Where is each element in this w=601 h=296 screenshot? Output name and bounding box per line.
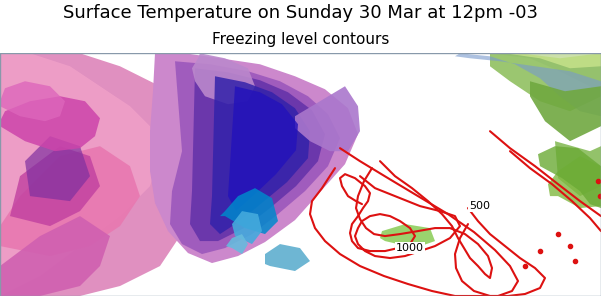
Text: Surface Temperature on Sunday 30 Mar at 12pm -03: Surface Temperature on Sunday 30 Mar at … (63, 4, 538, 22)
Polygon shape (548, 156, 601, 208)
Polygon shape (555, 141, 601, 196)
Polygon shape (0, 146, 140, 256)
Polygon shape (500, 53, 601, 68)
Polygon shape (0, 96, 100, 151)
Polygon shape (226, 234, 248, 254)
Polygon shape (0, 81, 65, 121)
Polygon shape (220, 188, 278, 234)
Polygon shape (538, 146, 601, 208)
Polygon shape (530, 81, 601, 141)
Polygon shape (0, 53, 210, 296)
Polygon shape (380, 224, 435, 248)
Polygon shape (192, 53, 255, 104)
Polygon shape (190, 68, 325, 241)
Polygon shape (150, 53, 358, 263)
Polygon shape (10, 146, 100, 226)
Polygon shape (25, 136, 90, 201)
Text: 1000: 1000 (396, 243, 424, 253)
Polygon shape (0, 53, 160, 296)
Polygon shape (265, 244, 310, 271)
Text: Freezing level contours: Freezing level contours (212, 33, 389, 47)
Polygon shape (232, 211, 262, 244)
Polygon shape (170, 61, 340, 254)
Polygon shape (455, 53, 601, 116)
Polygon shape (0, 216, 110, 296)
Polygon shape (228, 86, 298, 211)
Polygon shape (295, 86, 360, 151)
Polygon shape (490, 53, 601, 111)
Polygon shape (210, 76, 310, 234)
Text: 500: 500 (469, 201, 490, 211)
Polygon shape (450, 53, 601, 91)
